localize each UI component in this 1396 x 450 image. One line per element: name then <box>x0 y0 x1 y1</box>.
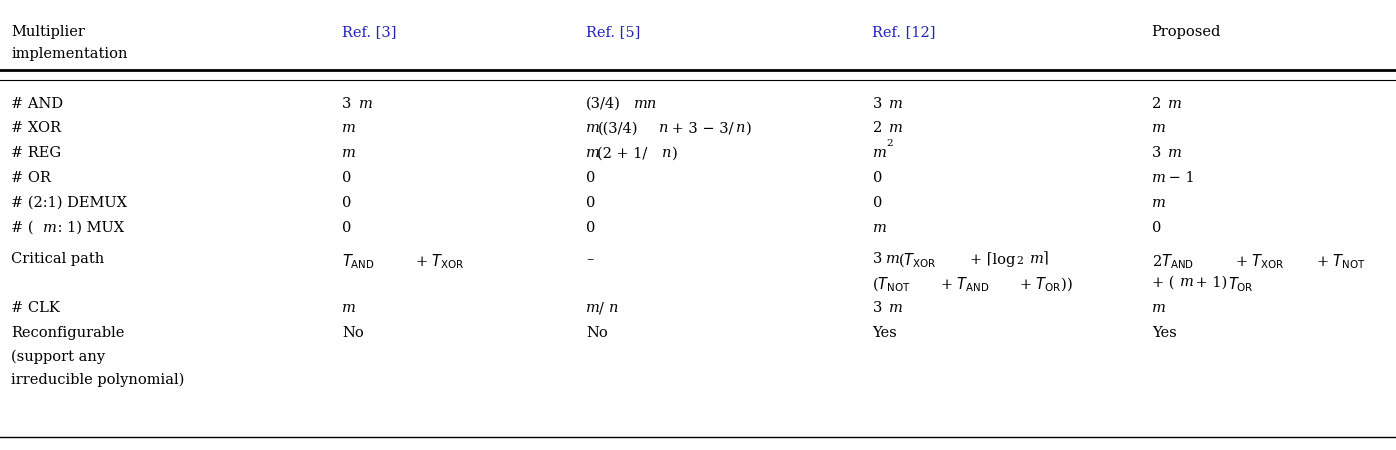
Text: + (: + ( <box>1152 275 1174 289</box>
Text: No: No <box>586 326 609 340</box>
Text: m: m <box>889 97 903 111</box>
Text: 3: 3 <box>342 97 352 111</box>
Text: + $T_{\mathrm{OR}}$)): + $T_{\mathrm{OR}}$)) <box>1019 275 1074 294</box>
Text: 2: 2 <box>886 140 893 148</box>
Text: n: n <box>736 122 745 135</box>
Text: m: m <box>342 122 356 135</box>
Text: 0: 0 <box>586 171 596 185</box>
Text: m: m <box>889 302 903 315</box>
Text: m: m <box>1152 302 1166 315</box>
Text: Multiplier: Multiplier <box>11 25 85 39</box>
Text: (3/4): (3/4) <box>586 97 621 111</box>
Text: + $T_{\mathrm{AND}}$: + $T_{\mathrm{AND}}$ <box>940 275 990 294</box>
Text: 0: 0 <box>342 196 352 210</box>
Text: m: m <box>1168 97 1182 111</box>
Text: 3: 3 <box>872 252 882 266</box>
Text: Yes: Yes <box>872 326 898 340</box>
Text: # (: # ( <box>11 220 34 234</box>
Text: implementation: implementation <box>11 47 127 61</box>
Text: # REG: # REG <box>11 146 61 160</box>
Text: m: m <box>886 252 900 266</box>
Text: (2 + 1/: (2 + 1/ <box>597 146 648 160</box>
Text: m: m <box>889 122 903 135</box>
Text: 0: 0 <box>586 196 596 210</box>
Text: m: m <box>342 302 356 315</box>
Text: ($T_{\mathrm{NOT}}$: ($T_{\mathrm{NOT}}$ <box>872 275 912 294</box>
Text: + ⌈log: + ⌈log <box>970 252 1016 267</box>
Text: 0: 0 <box>872 196 882 210</box>
Text: m: m <box>872 220 886 234</box>
Text: 0: 0 <box>1152 220 1161 234</box>
Text: 3: 3 <box>1152 146 1161 160</box>
Text: m: m <box>1152 171 1166 185</box>
Text: $T_{\mathrm{OR}}$: $T_{\mathrm{OR}}$ <box>1228 275 1255 294</box>
Text: –: – <box>586 252 593 266</box>
Text: Yes: Yes <box>1152 326 1177 340</box>
Text: 2: 2 <box>1152 97 1161 111</box>
Text: m: m <box>586 302 600 315</box>
Text: 0: 0 <box>586 220 596 234</box>
Text: 2$T_{\mathrm{AND}}$: 2$T_{\mathrm{AND}}$ <box>1152 252 1194 271</box>
Text: ($T_{\mathrm{XOR}}$: ($T_{\mathrm{XOR}}$ <box>898 252 937 270</box>
Text: ⌉: ⌉ <box>1043 252 1048 266</box>
Text: 3: 3 <box>872 302 882 315</box>
Text: + 3 − 3/: + 3 − 3/ <box>667 122 734 135</box>
Text: m: m <box>359 97 373 111</box>
Text: 2: 2 <box>1016 256 1023 266</box>
Text: : 1) MUX: : 1) MUX <box>53 220 124 234</box>
Text: ((3/4): ((3/4) <box>597 122 638 135</box>
Text: No: No <box>342 326 364 340</box>
Text: m: m <box>1030 252 1044 266</box>
Text: m: m <box>872 146 886 160</box>
Text: # OR: # OR <box>11 171 52 185</box>
Text: Ref. [3]: Ref. [3] <box>342 25 396 39</box>
Text: m: m <box>1180 275 1194 289</box>
Text: m: m <box>1152 196 1166 210</box>
Text: # AND: # AND <box>11 97 63 111</box>
Text: − 1: − 1 <box>1164 171 1195 185</box>
Text: Proposed: Proposed <box>1152 25 1222 39</box>
Text: 0: 0 <box>342 171 352 185</box>
Text: Ref. [5]: Ref. [5] <box>586 25 641 39</box>
Text: + $T_{\mathrm{XOR}}$: + $T_{\mathrm{XOR}}$ <box>1235 252 1286 271</box>
Text: n: n <box>609 302 618 315</box>
Text: + 1): + 1) <box>1191 275 1227 289</box>
Text: n: n <box>662 146 671 160</box>
Text: /: / <box>599 302 603 315</box>
Text: # XOR: # XOR <box>11 122 61 135</box>
Text: m: m <box>342 146 356 160</box>
Text: # CLK: # CLK <box>11 302 60 315</box>
Text: n: n <box>659 122 669 135</box>
Text: ): ) <box>671 146 677 160</box>
Text: 0: 0 <box>342 220 352 234</box>
Text: 2: 2 <box>872 122 882 135</box>
Text: m: m <box>586 122 600 135</box>
Text: Ref. [12]: Ref. [12] <box>872 25 935 39</box>
Text: m: m <box>43 220 57 234</box>
Text: + $T_{\mathrm{NOT}}$: + $T_{\mathrm{NOT}}$ <box>1316 252 1367 271</box>
Text: 3: 3 <box>872 97 882 111</box>
Text: (support any: (support any <box>11 350 105 364</box>
Text: m: m <box>1152 122 1166 135</box>
Text: + $T_{\mathrm{XOR}}$: + $T_{\mathrm{XOR}}$ <box>415 252 465 271</box>
Text: mn: mn <box>634 97 658 111</box>
Text: ): ) <box>745 122 751 135</box>
Text: m: m <box>1168 146 1182 160</box>
Text: 0: 0 <box>872 171 882 185</box>
Text: m: m <box>586 146 600 160</box>
Text: $T_{\mathrm{AND}}$: $T_{\mathrm{AND}}$ <box>342 252 374 271</box>
Text: # (2:1) DEMUX: # (2:1) DEMUX <box>11 196 127 210</box>
Text: irreducible polynomial): irreducible polynomial) <box>11 373 184 387</box>
Text: Critical path: Critical path <box>11 252 105 266</box>
Text: Reconfigurable: Reconfigurable <box>11 326 124 340</box>
